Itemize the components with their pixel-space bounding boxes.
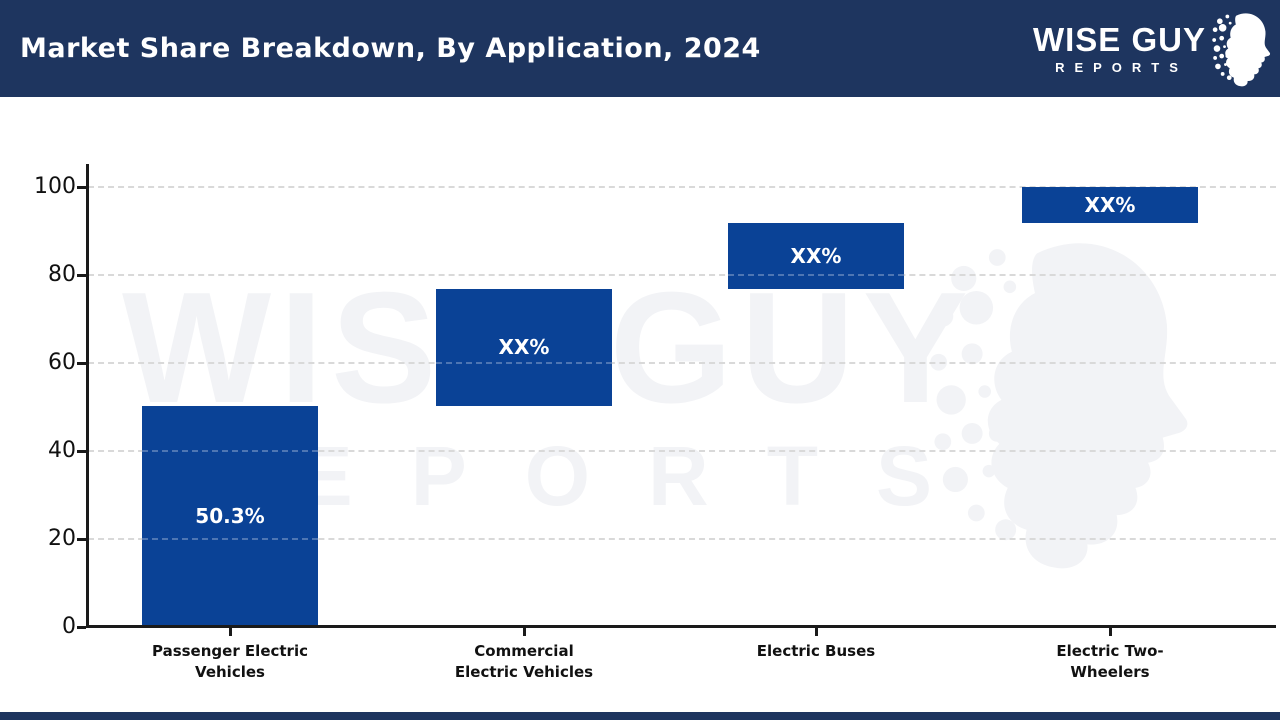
y-tick-label: 0 <box>62 614 76 639</box>
page-title: Market Share Breakdown, By Application, … <box>20 33 761 64</box>
y-axis-line <box>86 164 89 628</box>
logo-wordmark: WISE GUY <box>1032 20 1206 58</box>
gridline-y40 <box>88 450 1276 452</box>
gridline-over-bar <box>142 538 318 540</box>
header-band: Market Share Breakdown, By Application, … <box>0 0 1280 97</box>
bar-value-label: XX% <box>790 244 842 269</box>
gridline-over-bar <box>142 450 318 452</box>
watermark-face-icon <box>930 243 1188 569</box>
gridline-over-bar <box>728 274 904 276</box>
gridline-y100 <box>88 186 1276 188</box>
gridline-y60 <box>88 362 1276 364</box>
x-category-label: Passenger Electric Vehicles <box>151 642 308 681</box>
y-tick-label: 80 <box>48 262 76 287</box>
bar-segment <box>728 223 904 290</box>
y-tick-mark <box>77 450 86 453</box>
footer-band <box>0 712 1280 720</box>
y-tick-label: 20 <box>48 526 76 551</box>
bar-segment <box>142 405 318 627</box>
y-tick-mark <box>77 626 86 629</box>
y-tick-label: 100 <box>34 174 76 199</box>
y-tick-mark <box>77 274 86 277</box>
y-tick-mark <box>77 538 86 541</box>
y-tick-mark <box>77 186 86 189</box>
gridline-y80 <box>88 274 1276 276</box>
x-tick-mark <box>229 628 232 636</box>
bar-segment <box>1022 187 1198 224</box>
bar-value-label: XX% <box>1084 193 1136 218</box>
y-tick-label: 60 <box>48 350 76 375</box>
y-tick-mark <box>77 362 86 365</box>
dotted-face-icon <box>1212 13 1271 87</box>
logo-text: WISE GUY REPORTS <box>1032 20 1206 76</box>
bar-value-label: 50.3% <box>195 504 265 529</box>
x-tick-mark <box>523 628 526 636</box>
wise-guy-reports-logo: WISE GUY REPORTS <box>1033 6 1274 92</box>
gridline-over-bar <box>436 362 612 364</box>
x-tick-mark <box>815 628 818 636</box>
x-tick-mark <box>1109 628 1112 636</box>
bar-value-label: XX% <box>498 335 550 360</box>
x-category-label: Electric Two- Wheelers <box>1056 642 1164 681</box>
x-axis-line <box>86 625 1276 628</box>
bar-segment <box>436 289 612 406</box>
gridline-y20 <box>88 538 1276 540</box>
logo-subtitle: REPORTS <box>1055 59 1188 75</box>
y-tick-label: 40 <box>48 438 76 463</box>
x-category-label: Electric Buses <box>756 642 876 660</box>
x-category-label: Commercial Electric Vehicles <box>454 642 594 681</box>
